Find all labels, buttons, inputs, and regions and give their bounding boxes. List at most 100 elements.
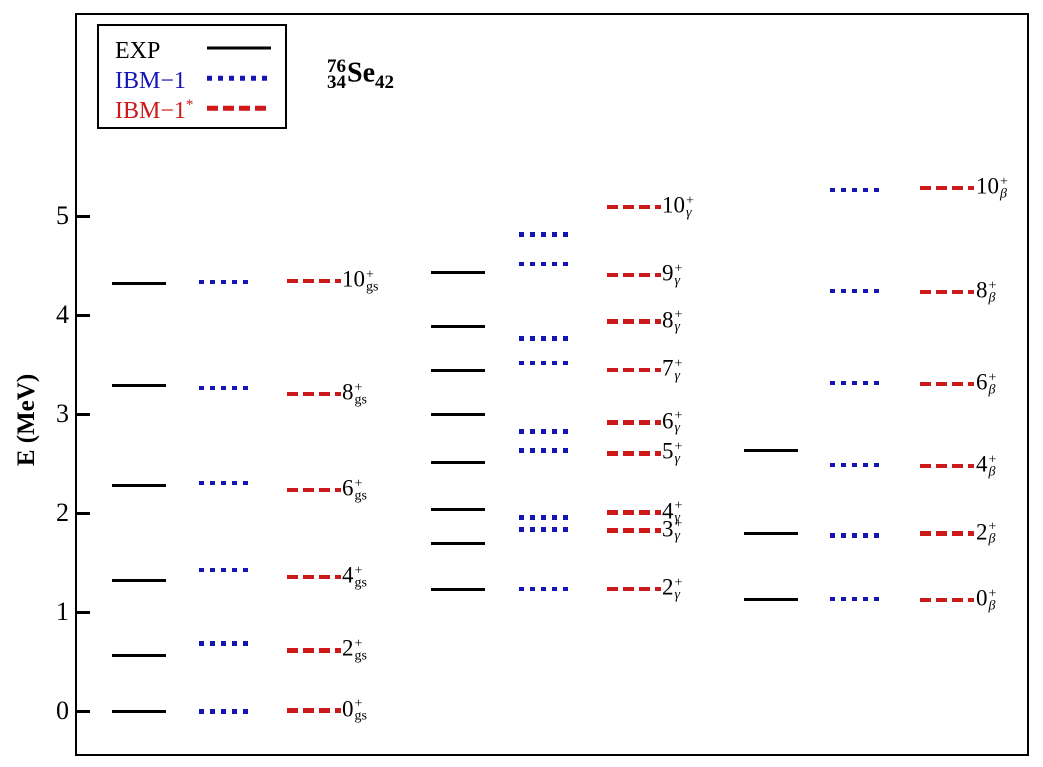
level-parity-sign: + [674,516,683,532]
level-parity-sign: + [354,380,363,396]
level-spin-value: 7 [662,355,674,381]
level-spin-value: 4 [662,498,674,524]
level-line-exp-2-γ [431,588,485,592]
level-line-exp-8-gs [112,384,166,388]
level-line-ibm-1star-6-gs [287,487,341,493]
level-band-subscript: γ [674,319,681,335]
level-line-ibm-1-10-gs [199,279,253,285]
nuclide-symbol: Se [347,57,375,89]
y-axis-tick-1 [77,611,90,614]
level-line-exp-7-γ [431,368,485,372]
level-band-subscript: gs [354,648,367,664]
level-line-ibm-1-5-γ [519,448,573,453]
level-label-4-γ: 4 + γ [662,499,682,525]
level-line-ibm-1-3-γ [519,527,573,532]
legend: EXP IBM−1 IBM−1* [97,24,287,129]
level-band-subscript: γ [674,273,681,289]
y-axis-tick-label-5: 5 [56,200,69,230]
legend-label-ibm1star: IBM−1* [115,97,194,124]
level-line-ibm-1-6-β [830,380,884,386]
plot-area: EXP IBM−1 IBM−1* 76 34 Se42 0 1 2 3 4 5 0 + gs 2 +… [56,13,1029,756]
level-line-exp-4-γ [431,508,485,512]
level-band-subscript: gs [354,709,367,725]
level-band-subscript: gs [354,488,367,504]
level-spin-value: 4 [342,562,354,588]
level-line-exp-2-gs [112,653,166,657]
level-band-subscript: β [988,382,996,398]
level-parity-sign: + [674,408,683,424]
level-line-ibm-1star-6-β [920,381,974,387]
level-line-ibm-1-10-γ [519,232,573,237]
level-parity-sign: + [674,261,683,277]
level-label-2-γ: 2 + γ [662,576,682,602]
level-line-ibm-1star-7-γ [607,367,661,373]
level-label-2-β: 2 + β [976,520,996,546]
level-line-ibm-1-2-γ [519,586,573,592]
legend-sample-solid-line [207,46,271,50]
level-line-exp-8-γ [431,325,485,329]
level-line-exp-9-γ [431,270,485,274]
level-line-ibm-1star-2-β [920,531,974,536]
level-parity-sign: + [354,476,363,492]
level-spin-value: 8 [662,307,674,333]
level-band-subscript: γ [686,205,692,221]
level-line-ibm-1star-5-γ [607,451,661,456]
level-line-ibm-1-2-β [830,533,884,538]
level-line-exp-4-gs [112,578,166,582]
legend-sample-dashed-line [207,105,271,111]
level-parity-sign: + [366,267,374,283]
level-line-ibm-1star-10-β [920,185,974,191]
level-label-5-γ: 5 + γ [662,440,682,466]
legend-sample-dotted-line [207,75,271,81]
level-parity-sign: + [674,356,683,372]
level-parity-sign: + [674,575,683,591]
level-parity-sign: + [354,563,363,579]
level-spin-value: 0 [342,696,354,722]
level-line-ibm-1-4-γ [519,515,573,520]
level-band-subscript: gs [354,392,367,408]
nuclide-title: 76 34 Se42 [327,56,394,93]
level-band-subscript: β [988,464,996,480]
level-band-subscript: γ [674,528,681,544]
level-line-ibm-1star-10-γ [607,204,661,210]
level-band-subscript: γ [674,511,681,527]
level-label-8-gs: 8 + gs [342,381,367,407]
level-line-exp-2-β [744,532,798,535]
legend-row-exp: EXP [99,33,285,63]
nuclide-atomic-number: 34 [327,72,346,93]
level-label-8-β: 8 + β [976,279,996,305]
level-band-subscript: γ [674,451,681,467]
level-parity-sign: + [674,307,683,323]
legend-label-exp: EXP [115,38,161,64]
level-line-exp-6-γ [431,413,485,417]
level-band-subscript: gs [354,575,367,591]
level-label-0-gs: 0 + gs [342,697,367,723]
level-spin-value: 2 [342,635,354,661]
level-line-ibm-1-8-gs [199,385,253,391]
level-spin-value: 8 [342,379,354,405]
y-axis-tick-label-4: 4 [56,299,69,329]
level-line-ibm-1star-2-gs [287,648,341,653]
level-parity-sign: + [674,499,683,515]
legend-row-ibm1: IBM−1 [99,63,285,93]
level-band-subscript: γ [674,420,681,436]
level-line-ibm-1star-0-gs [287,708,341,713]
y-axis-tick-4 [77,314,90,317]
level-band-subscript: β [988,531,996,547]
level-line-ibm-1star-4-gs [287,574,341,580]
level-line-ibm-1-0-gs [199,709,253,714]
level-line-ibm-1star-9-γ [607,272,661,278]
level-label-9-γ: 9 + γ [662,262,682,288]
level-parity-sign: + [988,452,997,468]
legend-label-ibm1: IBM−1 [115,68,186,94]
legend-row-ibm1star: IBM−1* [99,93,285,123]
level-label-10-γ: 10 + γ [662,193,694,219]
level-band-subscript: γ [674,368,681,384]
level-parity-sign: + [354,697,363,713]
nuclide-mass-number: 76 [327,56,346,77]
level-line-ibm-1-8-γ [519,336,573,341]
level-line-ibm-1star-8-β [920,289,974,295]
level-line-ibm-1star-8-gs [287,391,341,397]
level-spin-value: 6 [342,475,354,501]
